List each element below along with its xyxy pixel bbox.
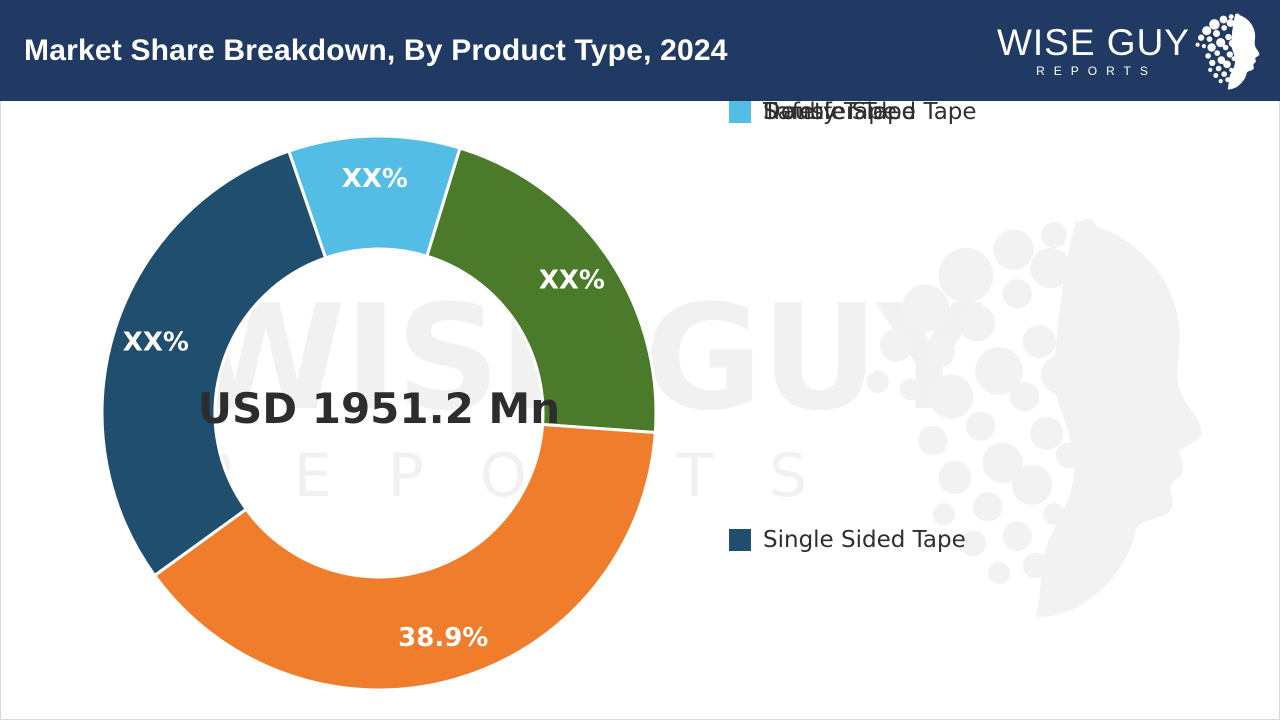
legend-label: Double Sided Tape — [763, 101, 977, 125]
legend-swatch-single-sided-tape — [729, 529, 751, 551]
logo-reports-text: REPORTS — [1036, 64, 1157, 78]
logo-wordmark: WISE GUY REPORTS — [997, 24, 1190, 77]
legend-label: Safety Tape — [763, 101, 897, 125]
slice-label-transfer-tape: XX% — [539, 266, 605, 296]
head-profile-icon — [1195, 13, 1260, 89]
header: Market Share Breakdown, By Product Type,… — [0, 0, 1280, 101]
donut-chart: XX% XX% 38.9% XX% — [100, 134, 658, 692]
donut-slice-transfer-tape — [425, 146, 658, 435]
watermark-head-icon — [866, 218, 1202, 617]
watermark-reports: REPORTS — [196, 446, 863, 506]
legend-label: Single Sided Tape — [763, 527, 966, 553]
slice-label-single-sided-tape: XX% — [123, 327, 189, 357]
legend-label: Transfer Tape — [763, 101, 916, 125]
legend-item-safety-tape: Safety Tape — [729, 101, 897, 125]
wise-guy-logo: WISE GUY REPORTS — [997, 11, 1262, 91]
slice-label-double-sided-tape: 38.9% — [398, 623, 488, 653]
donut-slice-double-sided-tape — [152, 422, 657, 692]
slice-label-safety-tape: XX% — [342, 164, 408, 194]
legend-swatch-safety-tape — [729, 101, 751, 123]
donut-slice-single-sided-tape — [100, 149, 328, 578]
page-title: Market Share Breakdown, By Product Type,… — [24, 33, 728, 67]
logo-wise-guy-text: WISE GUY — [996, 22, 1190, 63]
legend-item-single-sided-tape: Single Sided Tape — [729, 527, 966, 553]
center-value: USD 1951.2 Mn — [197, 384, 561, 433]
chart-area: WISE GUY REPORTS XX%XX%38.9%XX% USD 1951… — [0, 101, 1280, 720]
